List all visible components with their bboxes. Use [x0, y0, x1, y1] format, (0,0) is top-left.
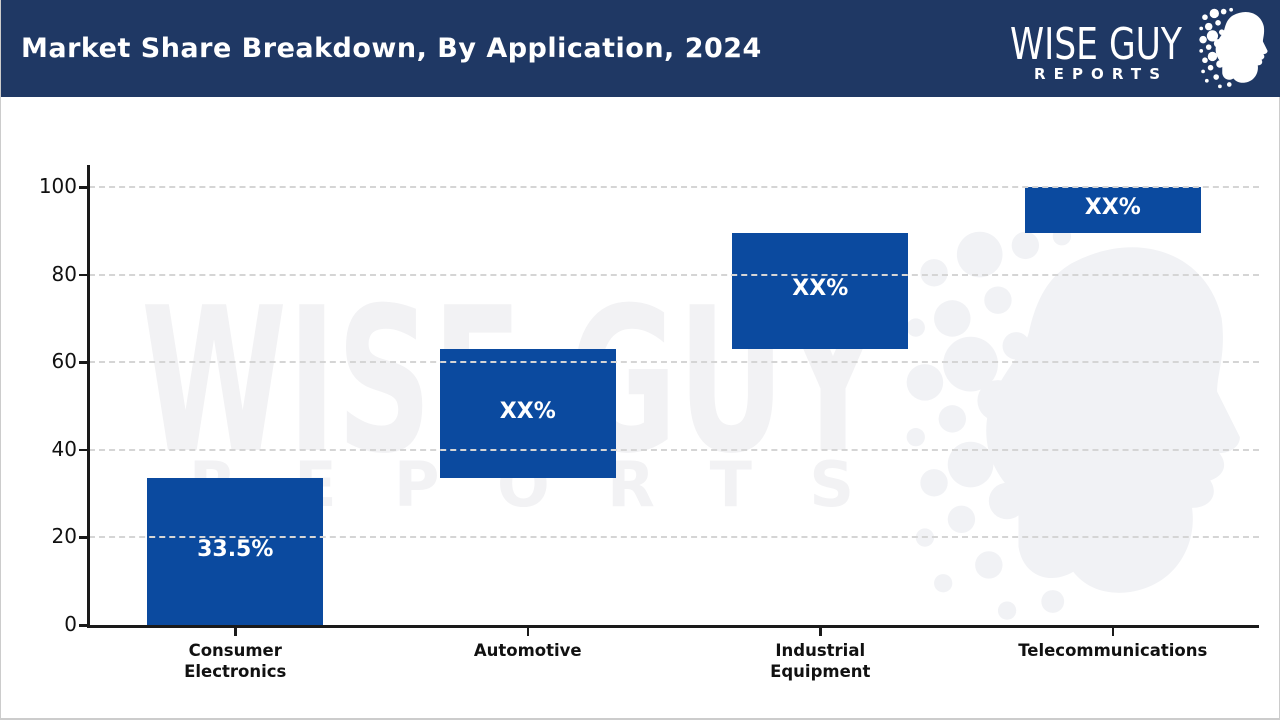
- category-label: Consumer Electronics: [184, 641, 287, 682]
- x-tick: [526, 628, 529, 636]
- gridline: [89, 273, 1259, 276]
- bar: [1024, 187, 1201, 233]
- bar: [439, 349, 616, 479]
- y-tick-label: 40: [51, 436, 77, 461]
- brand-logo: WISE GUY REPORTS: [1008, 6, 1280, 92]
- page-title: Market Share Breakdown, By Application, …: [21, 33, 762, 64]
- x-axis-line: [87, 625, 1259, 628]
- bar-value-label: XX%: [1084, 194, 1141, 220]
- header-bar: Market Share Breakdown, By Application, …: [1, 0, 1280, 97]
- y-axis-line: [87, 165, 90, 628]
- category-label: Automotive: [473, 641, 582, 660]
- x-tick: [1111, 628, 1114, 636]
- y-tick: [79, 186, 88, 189]
- y-tick: [79, 273, 88, 277]
- y-tick: [79, 536, 88, 539]
- y-tick: [79, 624, 88, 627]
- svg-text:REPORTS: REPORTS: [1034, 65, 1160, 83]
- brand-logo-text: WISE GUY REPORTS: [1010, 19, 1182, 83]
- bar-value-label: 33.5%: [197, 536, 274, 562]
- y-tick-label: 0: [64, 612, 77, 636]
- bar-value-label: XX%: [499, 398, 556, 424]
- y-tick-label: 80: [51, 261, 77, 286]
- x-tick: [819, 628, 822, 636]
- watermark-head-icon: [873, 218, 1269, 638]
- y-tick: [79, 448, 88, 452]
- gridline: [89, 361, 1259, 364]
- svg-text:WISE GUY: WISE GUY: [1010, 19, 1182, 70]
- category-label: Telecommunications: [1018, 641, 1208, 660]
- x-tick: [234, 628, 237, 636]
- y-tick-label: 100: [38, 174, 77, 198]
- dotted-head-icon: [1195, 6, 1271, 92]
- y-tick-label: 60: [51, 349, 77, 374]
- y-tick-label: 20: [51, 524, 77, 549]
- bar-value-label: XX%: [792, 276, 849, 302]
- gridline: [89, 536, 1259, 539]
- gridline: [89, 186, 1259, 188]
- category-label: Industrial Equipment: [770, 641, 871, 682]
- bar: [732, 232, 909, 350]
- y-tick: [79, 361, 88, 364]
- bar: [147, 478, 324, 625]
- gridline: [89, 448, 1259, 451]
